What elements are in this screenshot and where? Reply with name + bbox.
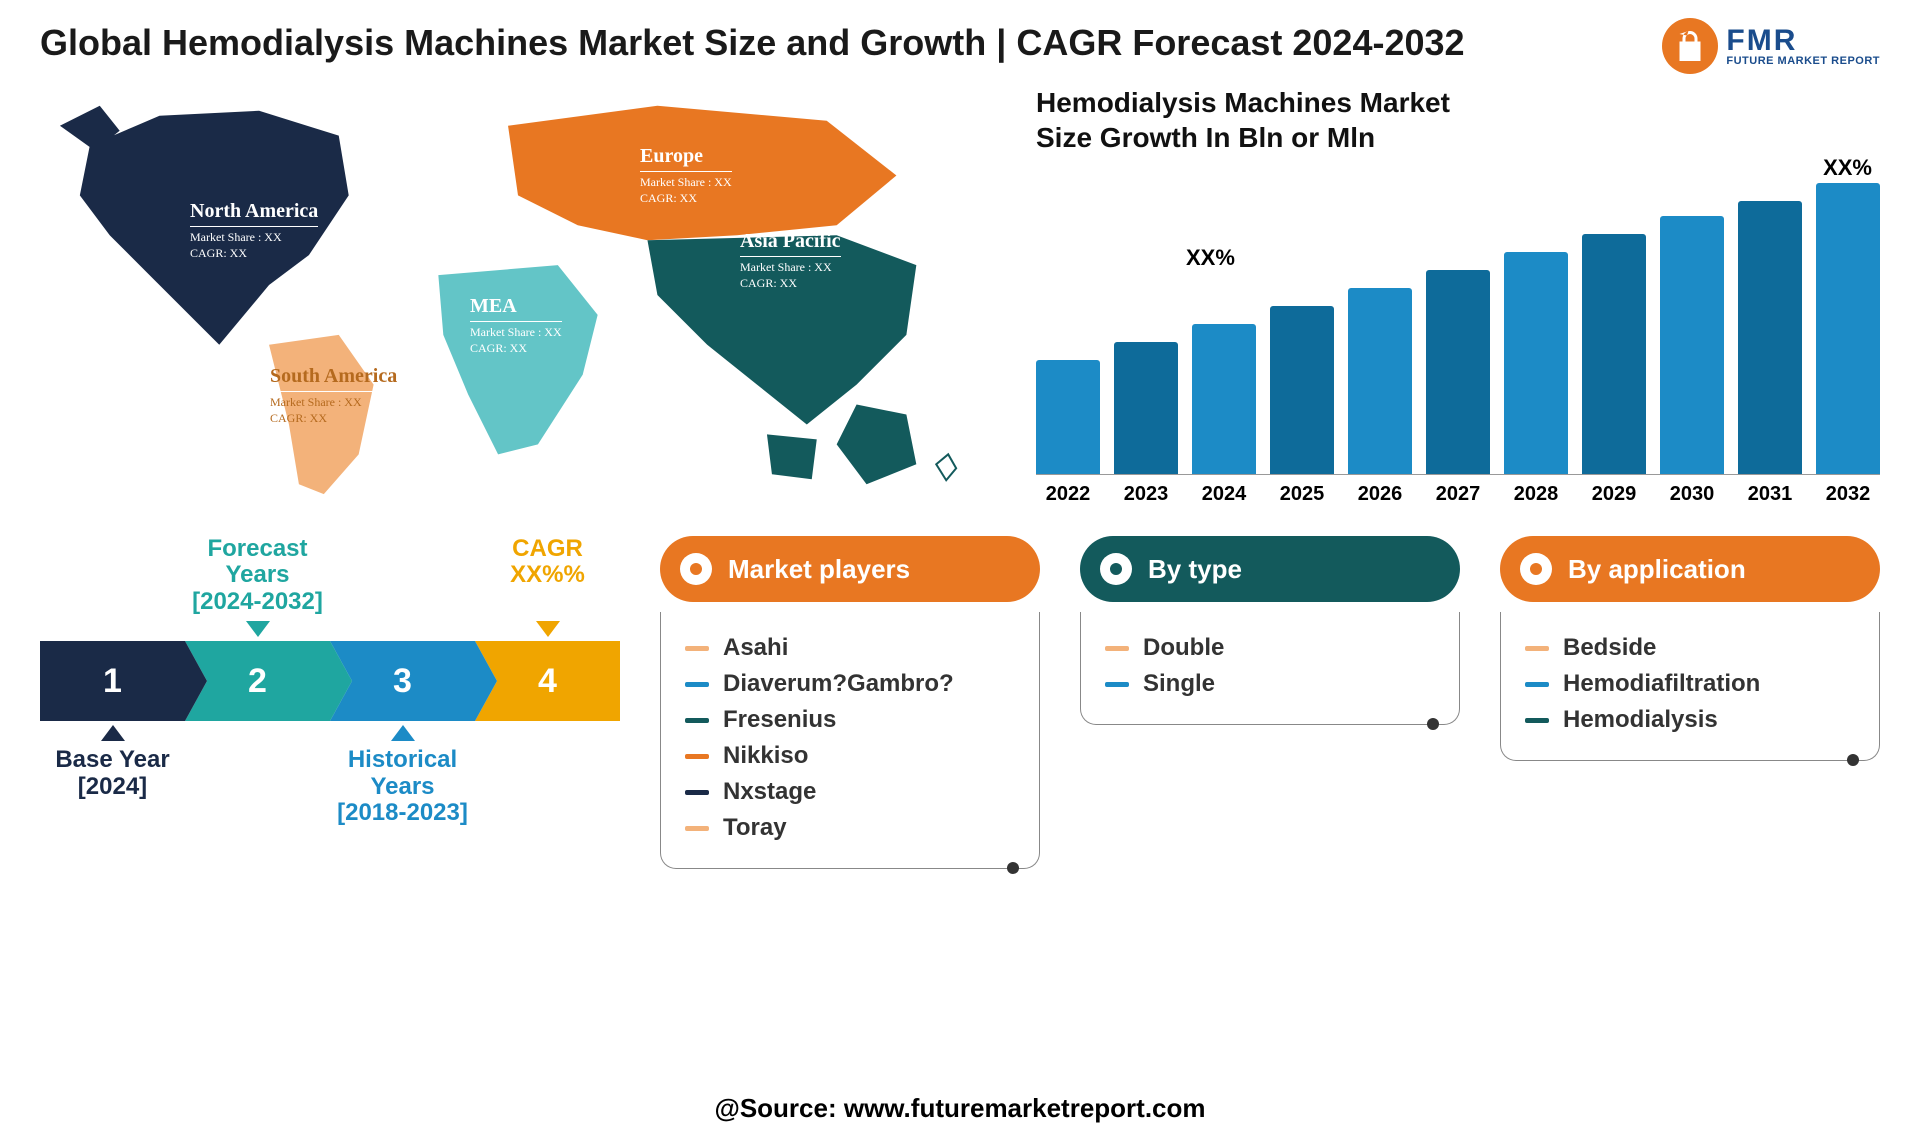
logo: FMR FUTURE MARKET REPORT	[1662, 18, 1880, 74]
source-attribution: @Source: www.futuremarketreport.com	[714, 1093, 1205, 1124]
triangle-icon	[536, 621, 560, 637]
region-label-asia-pacific: Asia PacificMarket Share : XXCAGR: XX	[740, 230, 841, 291]
logo-text: FMR	[1726, 26, 1880, 56]
timeline-top-arrows	[40, 621, 620, 637]
list-item: Hemodiafiltration	[1525, 666, 1855, 702]
timeline-label-base-year: Base Year[2024]	[55, 747, 169, 826]
annotation-2024: XX%	[1186, 245, 1235, 271]
list-item: Bedside	[1525, 630, 1855, 666]
region-label-europe: EuropeMarket Share : XXCAGR: XX	[640, 145, 732, 206]
category-by-application: By application BedsideHemodiafiltrationHe…	[1500, 536, 1880, 761]
timeline: Forecast Years[2024-2032] CAGRXX%% 1234 B…	[40, 536, 620, 826]
bar-2022	[1036, 360, 1100, 474]
dash-icon	[1105, 682, 1129, 687]
bar-2032	[1816, 183, 1880, 474]
list-item: Diaverum?Gambro?	[685, 666, 1015, 702]
list-item: Nikkiso	[685, 738, 1015, 774]
year-labels: 2022 2023 2024 2025 2026 2027 2028 2029 2030 2031…	[1036, 475, 1880, 506]
timeline-label-cagr: CAGRXX%%	[510, 536, 585, 615]
year-label-2026: 2026	[1348, 483, 1412, 506]
timeline-bar: 1234	[40, 641, 620, 721]
timeline-label-forecast-years: Forecast Years[2024-2032]	[185, 536, 330, 615]
region-label-north-america: North AmericaMarket Share : XXCAGR: XX	[190, 200, 318, 261]
timeline-top-labels: Forecast Years[2024-2032] CAGRXX%%	[40, 536, 620, 615]
year-label-2025: 2025	[1270, 483, 1334, 506]
year-label-2028: 2028	[1504, 483, 1568, 506]
bar-2027	[1426, 270, 1490, 474]
timeline-bottom-arrows	[40, 725, 620, 741]
dash-icon	[1105, 646, 1129, 651]
category-market-players: Market players AsahiDiaverum?Gambro?Frese…	[660, 536, 1040, 869]
bar-2028	[1504, 252, 1568, 474]
dash-icon	[685, 682, 709, 687]
region-label-mea: MEAMarket Share : XXCAGR: XX	[470, 295, 562, 356]
dot-icon	[1100, 553, 1132, 585]
category-header: Market players	[660, 536, 1040, 602]
dash-icon	[685, 754, 709, 759]
list-item: Hemodialysis	[1525, 702, 1855, 738]
bar-2023	[1114, 342, 1178, 474]
list-item: Single	[1105, 666, 1435, 702]
year-label-2027: 2027	[1426, 483, 1490, 506]
region-label-south-america: South AmericaMarket Share : XXCAGR: XX	[270, 365, 397, 426]
dot-icon	[1520, 553, 1552, 585]
year-label-2032: 2032	[1816, 483, 1880, 506]
annotation-2032: XX%	[1823, 155, 1872, 181]
dash-icon	[1525, 646, 1549, 651]
timeline-bottom-labels: Base Year[2024] Historical Years[2018-202…	[40, 747, 620, 826]
triangle-icon	[246, 621, 270, 637]
category-list: BedsideHemodiafiltrationHemodialysis	[1500, 612, 1880, 761]
bar-2031	[1738, 201, 1802, 474]
year-label-2031: 2031	[1738, 483, 1802, 506]
category-list: AsahiDiaverum?Gambro?FreseniusNikkisoNxs…	[660, 612, 1040, 869]
page-title: Global Hemodialysis Machines Market Size…	[40, 20, 1465, 65]
dash-icon	[685, 646, 709, 651]
fmr-logo-icon	[1662, 18, 1718, 74]
logo-subtext: FUTURE MARKET REPORT	[1726, 56, 1880, 67]
timeline-segment-1: 1	[40, 641, 185, 721]
year-label-2022: 2022	[1036, 483, 1100, 506]
category-by-type: By type DoubleSingle	[1080, 536, 1460, 725]
bar-2026	[1348, 288, 1412, 474]
list-item: Fresenius	[685, 702, 1015, 738]
chart-title: Hemodialysis Machines Market Size Growth…	[1036, 85, 1456, 155]
region-mea	[438, 265, 597, 454]
category-header: By application	[1500, 536, 1880, 602]
dot-icon	[680, 553, 712, 585]
triangle-icon	[391, 725, 415, 741]
world-map: North AmericaMarket Share : XXCAGR: XX So…	[40, 85, 996, 505]
bar-chart: Hemodialysis Machines Market Size Growth…	[1036, 85, 1880, 506]
category-list: DoubleSingle	[1080, 612, 1460, 725]
bar-2025	[1270, 306, 1334, 474]
list-item: Toray	[685, 810, 1015, 846]
year-label-2030: 2030	[1660, 483, 1724, 506]
dash-icon	[1525, 718, 1549, 723]
list-item: Asahi	[685, 630, 1015, 666]
triangle-icon	[101, 725, 125, 741]
year-label-2024: 2024	[1192, 483, 1256, 506]
bar-2030	[1660, 216, 1724, 474]
year-label-2023: 2023	[1114, 483, 1178, 506]
dash-icon	[685, 718, 709, 723]
dash-icon	[685, 790, 709, 795]
list-item: Double	[1105, 630, 1435, 666]
category-header: By type	[1080, 536, 1460, 602]
timeline-label-historical-years: Historical Years[2018-2023]	[330, 747, 475, 826]
year-label-2029: 2029	[1582, 483, 1646, 506]
dash-icon	[1525, 682, 1549, 687]
bar-2029	[1582, 234, 1646, 474]
dash-icon	[685, 826, 709, 831]
list-item: Nxstage	[685, 774, 1015, 810]
bar-2024	[1192, 324, 1256, 474]
bars-area: XX% XX%	[1036, 165, 1880, 475]
